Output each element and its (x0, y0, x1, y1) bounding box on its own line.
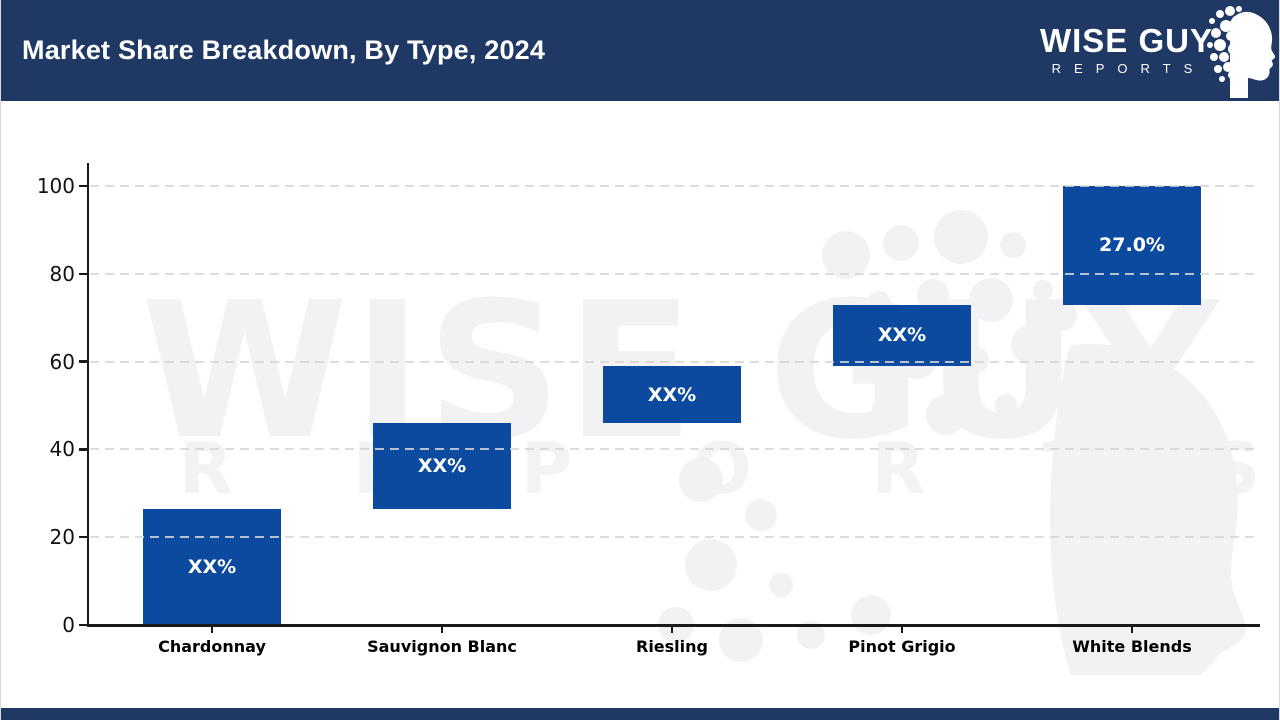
logo-wordmark: WISE GUY (1039, 22, 1213, 59)
y-tick-mark (79, 184, 87, 188)
x-tick-mark (440, 626, 444, 633)
y-tick-label-20: 20 (49, 525, 75, 550)
x-tick-label-chardonnay: Chardonnay (158, 637, 266, 656)
bar-chardonnay (143, 508, 281, 625)
gridline-20 (90, 536, 1259, 539)
x-tick-mark (1130, 626, 1134, 633)
gridline-40 (90, 448, 1259, 451)
gridline-80 (90, 272, 1259, 275)
x-tick-label-white-blends: White Blends (1072, 637, 1192, 656)
y-tick-mark (79, 535, 87, 539)
y-axis-line (86, 163, 89, 627)
header-band: Market Share Breakdown, By Type, 2024 WI… (1, 0, 1279, 101)
wise-guy-logo: WISE GUY REPORTS (1029, 0, 1279, 101)
y-tick-label-100: 100 (36, 174, 75, 198)
x-tick-mark (900, 626, 904, 633)
bar-pinot-grigio (833, 304, 971, 366)
logo-subtitle: REPORTS (1051, 61, 1206, 76)
bar-sauvignon-blanc (373, 423, 511, 509)
gridline-60 (90, 360, 1259, 363)
footer-band (1, 708, 1279, 720)
y-tick-label-40: 40 (49, 437, 75, 462)
x-tick-mark (210, 626, 214, 633)
y-tick-label-0: 0 (62, 613, 75, 637)
bar-value-label: XX% (877, 324, 927, 347)
y-tick-label-60: 60 (49, 349, 75, 374)
bar-value-label: XX% (417, 454, 467, 477)
bar-riesling (603, 365, 741, 424)
y-tick-mark (79, 360, 87, 363)
bar-white-blends (1063, 186, 1201, 305)
bar-value-label: XX% (647, 383, 697, 406)
y-tick-label-80: 80 (49, 261, 75, 286)
bar-value-label: 27.0% (1099, 234, 1165, 257)
logo-text: WISE GUY REPORTS (1039, 22, 1213, 77)
y-tick-mark (79, 623, 87, 627)
chart-title: Market Share Breakdown, By Type, 2024 (22, 35, 546, 65)
logo-head-icon (1207, 6, 1276, 98)
bar-value-label: XX% (187, 555, 237, 578)
y-tick-mark (79, 272, 87, 276)
x-tick-label-pinot-grigio: Pinot Grigio (848, 637, 956, 656)
x-tick-mark (670, 626, 674, 633)
y-tick-mark (79, 448, 87, 451)
gridline-100 (90, 185, 1259, 187)
x-tick-label-riesling: Riesling (636, 637, 708, 656)
x-tick-label-sauvignon-blanc: Sauvignon Blanc (367, 637, 517, 656)
x-axis-line (86, 624, 1260, 627)
